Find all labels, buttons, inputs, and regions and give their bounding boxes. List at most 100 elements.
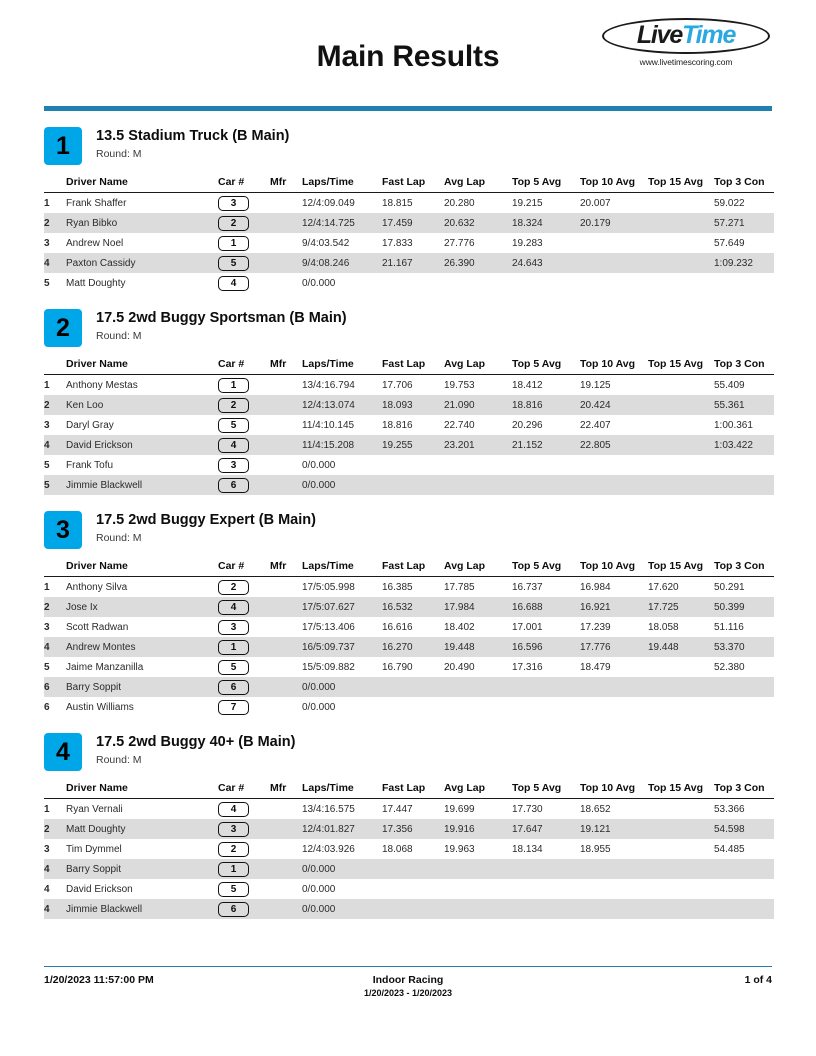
cell-mfr (270, 253, 302, 273)
page-header: Main Results LiveTime www.livetimescorin… (44, 0, 772, 96)
table-header-row: Driver Name Car # Mfr Laps/Time Fast Lap Avg … (44, 358, 774, 375)
column-header-top10: Top 10 Avg (580, 560, 648, 577)
cell-top5: 18.324 (512, 213, 580, 233)
cell-top3con (714, 899, 774, 919)
section-round-label: Round: M (96, 148, 142, 160)
cell-mfr (270, 799, 302, 820)
cell-top10 (580, 859, 648, 879)
cell-fast: 16.270 (382, 637, 444, 657)
column-header-fast: Fast Lap (382, 176, 444, 193)
cell-mfr (270, 455, 302, 475)
column-header-car: Car # (218, 176, 270, 193)
car-number-badge: 6 (218, 679, 249, 695)
footer-event-name: Indoor Racing (372, 974, 444, 986)
cell-top5 (512, 677, 580, 697)
cell-fast (382, 899, 444, 919)
column-header-mfr: Mfr (270, 176, 302, 193)
table-row: 2 Ryan Bibko 2 12/4:14.725 17.459 20.632 18.32… (44, 213, 774, 233)
footer-divider (44, 965, 772, 967)
footer-page-number: 1 of 4 (744, 974, 773, 986)
column-header-car: Car # (218, 560, 270, 577)
table-row: 5 Frank Tofu 3 0/0.000 (44, 455, 774, 475)
cell-avg: 19.448 (444, 637, 512, 657)
cell-top5: 17.001 (512, 621, 543, 633)
cell-car: 3 (218, 193, 270, 214)
cell-pos: 4 (44, 637, 66, 657)
results-table: Driver Name Car # Mfr Laps/Time Fast Lap Avg … (44, 560, 774, 717)
cell-driver: Anthony Silva (66, 581, 128, 593)
section-header: 3 17.5 2wd Buggy Expert (B Main) Round: M (44, 511, 772, 551)
cell-pos: 3 (44, 419, 50, 431)
cell-top15: 19.448 (648, 637, 714, 657)
cell-top5: 24.643 (512, 253, 580, 273)
cell-fast: 17.356 (382, 819, 444, 839)
cell-mfr (270, 475, 302, 495)
section-class-title: 13.5 Stadium Truck (B Main) (96, 128, 290, 144)
cell-driver: Ryan Bibko (66, 213, 218, 233)
column-header-mfr: Mfr (270, 782, 302, 799)
cell-top10 (580, 677, 648, 697)
cell-pos: 1 (44, 197, 50, 209)
cell-fast: 16.532 (382, 597, 444, 617)
cell-mfr (270, 213, 302, 233)
column-header-laps: Laps/Time (302, 782, 382, 799)
car-number-badge: 1 (218, 377, 249, 393)
cell-avg: 27.776 (444, 237, 475, 249)
cell-top15 (648, 213, 714, 233)
cell-avg: 20.632 (444, 213, 512, 233)
car-number-badge: 5 (218, 881, 249, 897)
table-row: 1 Anthony Silva 2 17/5:05.998 16.385 17.785 16… (44, 577, 774, 598)
table-row: 5 Jaime Manzanilla 5 15/5:09.882 16.790 20.49… (44, 657, 774, 677)
cell-driver: Scott Radwan (66, 621, 129, 633)
cell-mfr (270, 435, 302, 455)
cell-top15: 17.725 (648, 597, 714, 617)
cell-top10: 17.776 (580, 637, 648, 657)
race-section: 3 17.5 2wd Buggy Expert (B Main) Round: M D… (44, 511, 774, 717)
cell-driver: Frank Shaffer (66, 197, 127, 209)
cell-top15 (648, 375, 714, 396)
column-header-top3con: Top 3 Con (714, 782, 774, 799)
section-header: 1 13.5 Stadium Truck (B Main) Round: M (44, 127, 772, 167)
cell-fast (382, 475, 444, 495)
cell-top10: 18.955 (580, 843, 611, 855)
cell-driver: Jimmie Blackwell (66, 475, 218, 495)
cell-pos: 6 (44, 677, 66, 697)
column-header-top5: Top 5 Avg (512, 176, 580, 193)
cell-mfr (270, 637, 302, 657)
cell-pos: 5 (44, 475, 66, 495)
car-number-badge: 4 (218, 437, 249, 453)
section-round-label: Round: M (96, 330, 142, 342)
table-row: 6 Austin Williams 7 0/0.000 (44, 697, 774, 717)
column-header-top10: Top 10 Avg (580, 358, 648, 375)
cell-top15 (648, 799, 714, 820)
cell-driver: Barry Soppit (66, 677, 218, 697)
car-number-badge: 4 (218, 599, 249, 615)
cell-fast: 16.385 (382, 581, 413, 593)
logo-url: www.livetimescoring.com (639, 57, 733, 67)
cell-top10 (580, 899, 648, 919)
cell-laps: 0/0.000 (302, 277, 336, 289)
cell-top5 (512, 697, 580, 717)
table-row: 4 Paxton Cassidy 5 9/4:08.246 21.167 26.390 24… (44, 253, 774, 273)
logo-wordmark: LiveTime (604, 21, 768, 50)
logo-text-time: Time (682, 21, 736, 49)
cell-top15 (648, 839, 714, 859)
table-row: 3 Scott Radwan 3 17/5:13.406 16.616 18.402 17.… (44, 617, 774, 637)
cell-mfr (270, 577, 302, 598)
column-header-top10: Top 10 Avg (580, 782, 648, 799)
table-header-row: Driver Name Car # Mfr Laps/Time Fast Lap Avg … (44, 560, 774, 577)
cell-top3con: 50.399 (714, 597, 774, 617)
cell-laps: 15/5:09.882 (302, 661, 355, 673)
cell-pos: 5 (44, 661, 50, 673)
table-row: 5 Jimmie Blackwell 6 0/0.000 (44, 475, 774, 495)
car-number-badge: 5 (218, 417, 249, 433)
column-header-avg: Avg Lap (444, 358, 512, 375)
cell-top5: 18.134 (512, 843, 543, 855)
cell-laps: 0/0.000 (302, 677, 382, 697)
column-header-driver: Driver Name (66, 358, 218, 375)
cell-avg: 20.280 (444, 197, 475, 209)
column-header-top15: Top 15 Avg (648, 560, 714, 577)
column-header-driver: Driver Name (66, 560, 218, 577)
cell-laps: 17/5:05.998 (302, 581, 355, 593)
results-table: Driver Name Car # Mfr Laps/Time Fast Lap Avg … (44, 176, 774, 293)
